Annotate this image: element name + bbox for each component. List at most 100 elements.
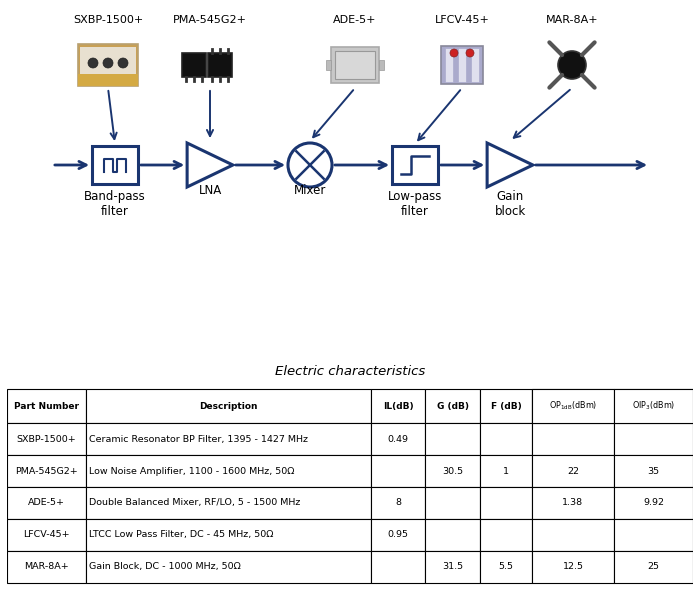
Bar bbox=[480, 551, 532, 582]
Text: 22: 22 bbox=[567, 467, 579, 475]
Bar bbox=[426, 519, 480, 551]
Bar bbox=[480, 519, 532, 551]
Text: 0.49: 0.49 bbox=[388, 435, 409, 444]
Circle shape bbox=[118, 58, 128, 68]
Text: Description: Description bbox=[199, 402, 258, 411]
Bar bbox=[426, 551, 480, 582]
Bar bbox=[614, 455, 693, 487]
Bar bbox=[7, 487, 86, 519]
Circle shape bbox=[466, 49, 474, 57]
Bar bbox=[7, 389, 86, 423]
Circle shape bbox=[288, 143, 332, 187]
Text: 35: 35 bbox=[648, 467, 659, 475]
Text: Gain Block, DC - 1000 MHz, 50Ω: Gain Block, DC - 1000 MHz, 50Ω bbox=[89, 562, 241, 571]
Bar bbox=[86, 423, 370, 455]
Text: LFCV-45+: LFCV-45+ bbox=[23, 530, 70, 539]
Text: IL(dB): IL(dB) bbox=[383, 402, 413, 411]
Bar bbox=[7, 551, 86, 582]
Text: Low Noise Amplifier, 1100 - 1600 MHz, 50Ω: Low Noise Amplifier, 1100 - 1600 MHz, 50… bbox=[89, 467, 294, 475]
Text: $\mathrm{OIP_3(dBm)}$: $\mathrm{OIP_3(dBm)}$ bbox=[632, 400, 676, 413]
Bar bbox=[7, 423, 86, 455]
Bar bbox=[471, 48, 479, 82]
Bar bbox=[326, 60, 331, 70]
Text: 25: 25 bbox=[648, 562, 659, 571]
Bar bbox=[480, 389, 532, 423]
Text: SXBP-1500+: SXBP-1500+ bbox=[73, 15, 143, 25]
Text: Low-pass
filter: Low-pass filter bbox=[388, 190, 442, 218]
Bar bbox=[7, 455, 86, 487]
Text: Mixer: Mixer bbox=[294, 184, 326, 197]
Text: SXBP-1500+: SXBP-1500+ bbox=[17, 435, 76, 444]
Bar bbox=[614, 423, 693, 455]
Bar bbox=[532, 389, 614, 423]
Circle shape bbox=[450, 49, 458, 57]
Bar bbox=[426, 487, 480, 519]
Text: LTCC Low Pass Filter, DC - 45 MHz, 50Ω: LTCC Low Pass Filter, DC - 45 MHz, 50Ω bbox=[89, 530, 273, 539]
Text: Double Balanced Mixer, RF/LO, 5 - 1500 MHz: Double Balanced Mixer, RF/LO, 5 - 1500 M… bbox=[89, 499, 300, 507]
Bar bbox=[92, 146, 138, 184]
Bar bbox=[7, 519, 86, 551]
Text: F (dB): F (dB) bbox=[491, 402, 522, 411]
Bar bbox=[532, 389, 614, 423]
Bar bbox=[86, 455, 370, 487]
Text: G (dB): G (dB) bbox=[437, 402, 469, 411]
Text: Gain
block: Gain block bbox=[494, 190, 526, 218]
Text: LFCV-45+: LFCV-45+ bbox=[435, 15, 489, 25]
Text: 5.5: 5.5 bbox=[498, 562, 514, 571]
Bar bbox=[80, 47, 136, 74]
Circle shape bbox=[103, 58, 113, 68]
Text: 9.92: 9.92 bbox=[643, 499, 664, 507]
Bar bbox=[426, 389, 480, 423]
Polygon shape bbox=[187, 143, 233, 187]
Bar bbox=[86, 389, 370, 423]
Bar bbox=[532, 551, 614, 582]
Bar bbox=[614, 551, 693, 582]
Bar bbox=[458, 48, 466, 82]
Text: 1: 1 bbox=[503, 467, 509, 475]
Bar bbox=[614, 389, 693, 423]
Bar bbox=[532, 519, 614, 551]
Bar bbox=[480, 423, 532, 455]
Bar bbox=[370, 551, 426, 582]
Text: Electric characteristics: Electric characteristics bbox=[275, 365, 425, 378]
Bar bbox=[532, 487, 614, 519]
Text: 8: 8 bbox=[395, 499, 401, 507]
Bar bbox=[182, 53, 206, 77]
Bar bbox=[370, 487, 426, 519]
Bar bbox=[441, 46, 483, 84]
Bar bbox=[379, 60, 384, 70]
Bar bbox=[426, 455, 480, 487]
Bar bbox=[78, 44, 138, 86]
Text: $\mathrm{OP_{1dB}(dBm)}$: $\mathrm{OP_{1dB}(dBm)}$ bbox=[549, 400, 597, 413]
Text: PMA-545G2+: PMA-545G2+ bbox=[15, 467, 78, 475]
Bar bbox=[445, 48, 453, 82]
Text: Ceramic Resonator BP Filter, 1395 - 1427 MHz: Ceramic Resonator BP Filter, 1395 - 1427… bbox=[89, 435, 307, 444]
Bar bbox=[392, 146, 438, 184]
Bar bbox=[370, 389, 426, 423]
Text: 0.95: 0.95 bbox=[388, 530, 409, 539]
Text: Part Number: Part Number bbox=[14, 402, 79, 411]
Bar bbox=[86, 551, 370, 582]
Text: MAR-8A+: MAR-8A+ bbox=[24, 562, 69, 571]
Bar bbox=[614, 519, 693, 551]
Bar bbox=[370, 519, 426, 551]
Text: MAR-8A+: MAR-8A+ bbox=[546, 15, 598, 25]
Text: 31.5: 31.5 bbox=[442, 562, 463, 571]
Bar bbox=[614, 389, 693, 423]
Bar bbox=[426, 423, 480, 455]
Text: 1.38: 1.38 bbox=[562, 499, 584, 507]
Text: ADE-5+: ADE-5+ bbox=[333, 15, 377, 25]
Bar bbox=[208, 53, 232, 77]
Text: PMA-545G2+: PMA-545G2+ bbox=[173, 15, 247, 25]
Polygon shape bbox=[487, 143, 533, 187]
Text: LNA: LNA bbox=[198, 184, 222, 197]
Circle shape bbox=[88, 58, 98, 68]
Bar bbox=[532, 455, 614, 487]
Bar bbox=[331, 47, 379, 83]
Text: ADE-5+: ADE-5+ bbox=[28, 499, 65, 507]
Text: OP1dB(dBm): OP1dB(dBm) bbox=[540, 402, 606, 411]
Text: 12.5: 12.5 bbox=[562, 562, 583, 571]
Bar bbox=[78, 74, 138, 86]
Circle shape bbox=[558, 51, 586, 79]
Bar bbox=[370, 455, 426, 487]
